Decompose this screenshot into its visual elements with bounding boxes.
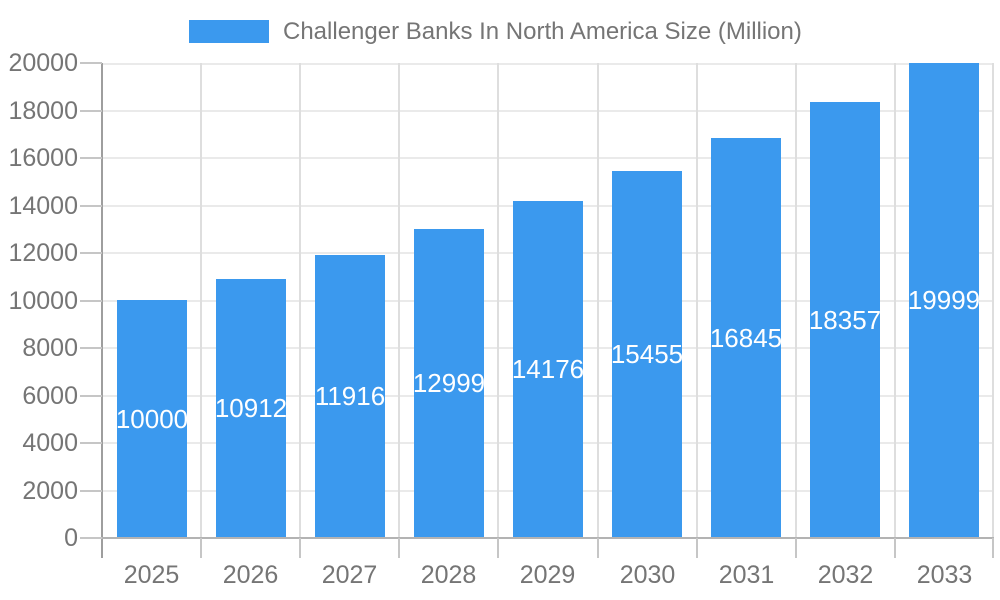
x-tick-mark <box>398 538 400 558</box>
vertical-gridline <box>795 63 797 538</box>
bar: 15455 <box>610 171 684 538</box>
bar: 19999 <box>907 63 981 538</box>
vertical-gridline <box>992 63 994 538</box>
y-tick-label: 4000 <box>22 429 78 457</box>
bar: 10000 <box>115 300 189 538</box>
bar-value-label: 11916 <box>314 381 386 411</box>
x-tick-mark <box>894 538 896 558</box>
x-tick-label: 2033 <box>916 561 973 589</box>
y-tick-mark <box>80 110 102 112</box>
x-tick-label: 2027 <box>321 561 378 589</box>
y-tick-mark <box>80 157 102 159</box>
y-tick-label: 2000 <box>22 477 78 505</box>
y-tick-mark <box>80 347 102 349</box>
y-tick-label: 18000 <box>8 97 78 125</box>
x-tick-mark <box>299 538 301 558</box>
y-tick-label: 6000 <box>22 382 78 410</box>
y-tick-mark <box>80 442 102 444</box>
chart-title: Challenger Banks In North America Size (… <box>283 18 802 45</box>
bar: 14176 <box>511 201 585 538</box>
x-tick-label: 2032 <box>817 561 874 589</box>
bar-value-label: 10000 <box>115 403 189 434</box>
bar-value-label: 15455 <box>610 339 684 369</box>
vertical-gridline <box>299 63 301 538</box>
vertical-gridline <box>200 63 202 538</box>
legend[interactable]: Challenger Banks In North America Size (… <box>189 18 802 45</box>
y-tick-mark <box>80 395 102 397</box>
x-tick-label: 2028 <box>420 561 477 589</box>
y-tick-label: 14000 <box>8 192 78 220</box>
x-tick-label: 2026 <box>222 561 279 589</box>
bar-value-label: 16845 <box>709 322 783 353</box>
x-tick-mark <box>696 538 698 558</box>
x-tick-label: 2025 <box>123 561 180 589</box>
bar: 16845 <box>709 138 783 538</box>
x-tick-label: 2029 <box>519 561 576 589</box>
bar: 12999 <box>412 229 486 538</box>
x-tick-mark <box>992 538 994 558</box>
bar-value-label: 10912 <box>214 393 288 423</box>
y-tick-mark <box>80 537 102 539</box>
x-axis-line <box>90 537 994 539</box>
x-tick-mark <box>200 538 202 558</box>
x-tick-mark <box>597 538 599 558</box>
bar: 18357 <box>808 102 882 538</box>
x-tick-mark <box>795 538 797 558</box>
x-tick-mark <box>497 538 499 558</box>
y-tick-mark <box>80 252 102 254</box>
y-tick-label: 16000 <box>8 144 78 172</box>
x-tick-label: 2030 <box>619 561 676 589</box>
horizontal-gridline <box>102 157 994 159</box>
x-tick-label: 2031 <box>718 561 775 589</box>
y-tick-label: 12000 <box>8 239 78 267</box>
plot-area: 10000 10912 11916 12999 14176 15455 16845 18357… <box>102 63 994 538</box>
y-tick-label: 10000 <box>8 287 78 315</box>
vertical-gridline <box>696 63 698 538</box>
y-tick-label: 8000 <box>22 334 78 362</box>
legend-swatch-icon <box>189 20 269 43</box>
y-tick-mark <box>80 300 102 302</box>
vertical-gridline <box>597 63 599 538</box>
y-tick-label: 20000 <box>8 49 78 77</box>
bar: 11916 <box>315 255 385 538</box>
vertical-gridline <box>894 63 896 538</box>
bar-value-label: 18357 <box>808 304 882 335</box>
y-tick-label: 0 <box>64 524 78 552</box>
y-tick-mark <box>80 62 102 64</box>
bar-value-label: 12999 <box>412 368 486 398</box>
horizontal-gridline <box>102 110 994 112</box>
bar-value-label: 19999 <box>907 285 981 315</box>
y-tick-mark <box>80 205 102 207</box>
horizontal-gridline <box>102 63 994 65</box>
vertical-gridline <box>497 63 499 538</box>
y-axis-line <box>101 63 103 558</box>
bar: 10912 <box>214 279 288 538</box>
bar-value-label: 14176 <box>511 354 585 384</box>
y-tick-mark <box>80 490 102 492</box>
vertical-gridline <box>398 63 400 538</box>
